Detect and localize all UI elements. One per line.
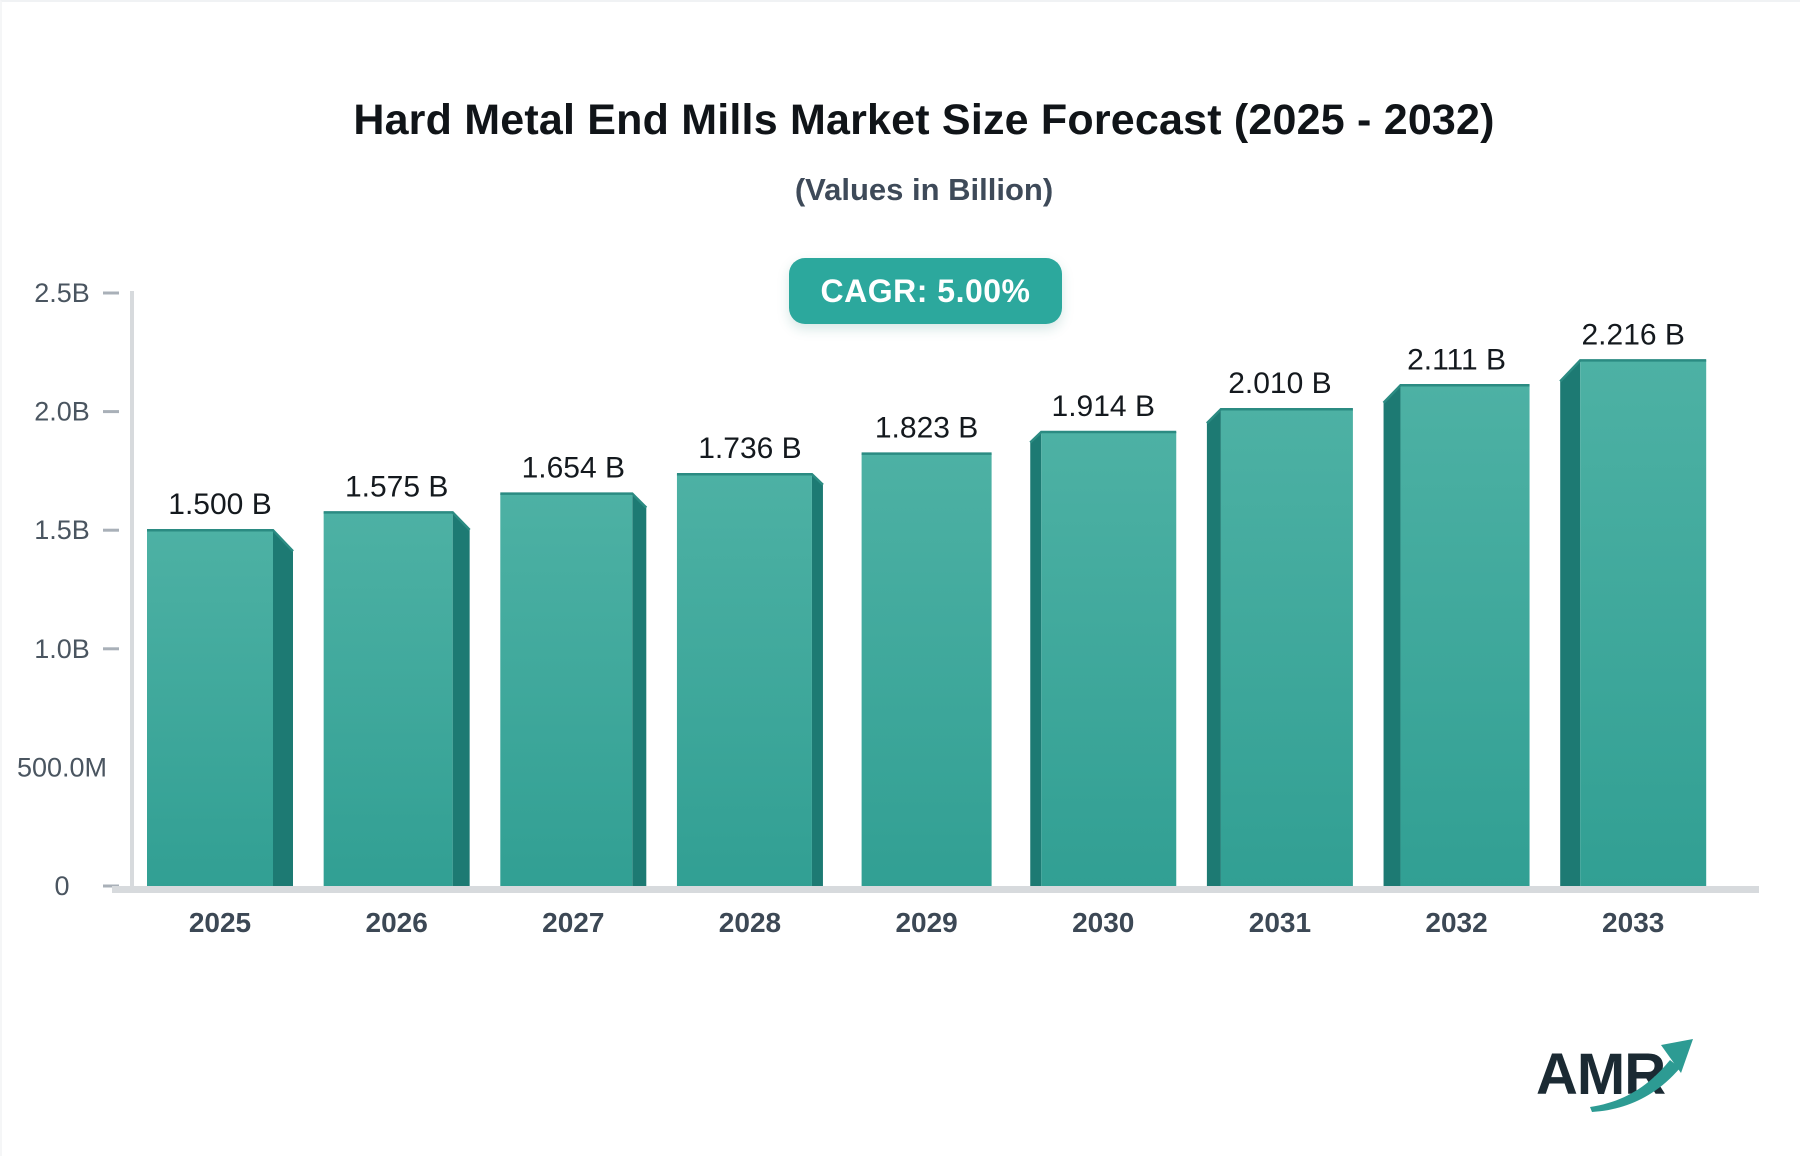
y-axis-label: 1.5B	[34, 515, 90, 545]
bar-2028[interactable]: 1.736 B	[676, 432, 824, 891]
bar-value-label: 1.575 B	[345, 470, 448, 503]
bar-top-edge	[500, 492, 648, 509]
y-axis-tick	[103, 528, 119, 532]
bar-side-face	[273, 530, 293, 891]
bar-value-label: 1.654 B	[522, 452, 625, 485]
bar-side-face	[1560, 360, 1581, 891]
bar-front-face	[323, 512, 453, 891]
bar-2026[interactable]: 1.575 B	[323, 470, 471, 891]
bar-2029[interactable]: 1.823 B	[861, 412, 992, 891]
bar-top-edge	[323, 511, 471, 531]
bar-front-face	[1400, 385, 1530, 891]
x-axis-label: 2033	[1602, 907, 1664, 938]
bar-2032[interactable]: 2.111 B	[1382, 343, 1530, 891]
bar-value-label: 2.010 B	[1228, 367, 1331, 400]
y-axis-label: 2.0B	[34, 397, 90, 427]
x-axis-label: 2025	[189, 907, 251, 938]
bar-value-label: 1.500 B	[168, 488, 271, 521]
amr-logo: AMR	[1530, 1030, 1770, 1126]
y-axis-tick	[103, 291, 119, 295]
bar-top-edge	[1382, 384, 1530, 404]
bar-front-face	[676, 474, 812, 891]
x-axis-label: 2027	[542, 907, 604, 938]
bar-value-label: 2.111 B	[1407, 343, 1506, 376]
bar-2031[interactable]: 2.010 B	[1206, 367, 1353, 891]
y-axis-label: 500.0M	[17, 752, 107, 782]
bar-top-edge	[1029, 430, 1177, 444]
cagr-badge: CAGR: 5.00%	[789, 258, 1062, 324]
bar-value-label: 1.823 B	[875, 412, 978, 445]
cagr-badge-label: CAGR: 5.00%	[820, 272, 1031, 309]
bar-2027[interactable]: 1.654 B	[500, 452, 648, 891]
chart-subtitle: (Values in Billion)	[794, 172, 1054, 207]
bar-side-face	[811, 474, 823, 891]
bar-2030[interactable]: 1.914 B	[1029, 390, 1177, 891]
bar-front-face	[500, 493, 633, 891]
x-axis-label: 2031	[1249, 907, 1311, 938]
x-axis-label: 2028	[719, 907, 781, 938]
bar-value-label: 2.216 B	[1581, 318, 1684, 351]
bar-top-edge	[676, 472, 824, 486]
bar-top-edge	[1206, 407, 1353, 425]
y-axis-tick	[103, 647, 119, 651]
bar-value-label: 1.736 B	[698, 432, 801, 465]
x-axis-label: 2032	[1425, 907, 1487, 938]
amr-logo-text: AMR	[1536, 1042, 1665, 1107]
bar-front-face	[147, 530, 273, 891]
bar-side-face	[1030, 431, 1042, 891]
y-axis-label: 2.5B	[34, 278, 90, 308]
x-axis-line	[112, 886, 1759, 893]
bar-side-face	[632, 493, 647, 891]
bar-2025[interactable]: 1.500 B	[147, 488, 294, 891]
bar-front-face	[861, 453, 992, 891]
y-axis-label: 0	[54, 871, 69, 901]
trend-up-arrow-icon	[1590, 1039, 1693, 1112]
chart-title: Hard Metal End Mills Market Size Forecas…	[353, 96, 1495, 144]
bar-front-face	[1580, 360, 1707, 891]
bar-side-face	[1206, 409, 1221, 891]
bar-front-face	[1041, 431, 1177, 891]
bar-top-edge	[1559, 359, 1707, 383]
y-axis-tick	[103, 410, 119, 414]
y-axis-label: 1.0B	[34, 634, 90, 664]
bar-2033[interactable]: 2.216 B	[1559, 318, 1707, 891]
x-axis-label: 2029	[895, 907, 957, 938]
y-axis-tick	[103, 884, 119, 888]
x-axis-label: 2026	[366, 907, 428, 938]
x-axis-label: 2030	[1072, 907, 1134, 938]
bar-front-face	[1220, 409, 1353, 891]
bar-top-edge	[147, 528, 294, 553]
bar-side-face	[452, 512, 470, 891]
bar-side-face	[1383, 385, 1401, 891]
y-axis-line	[130, 291, 134, 891]
bar-value-label: 1.914 B	[1052, 390, 1155, 423]
